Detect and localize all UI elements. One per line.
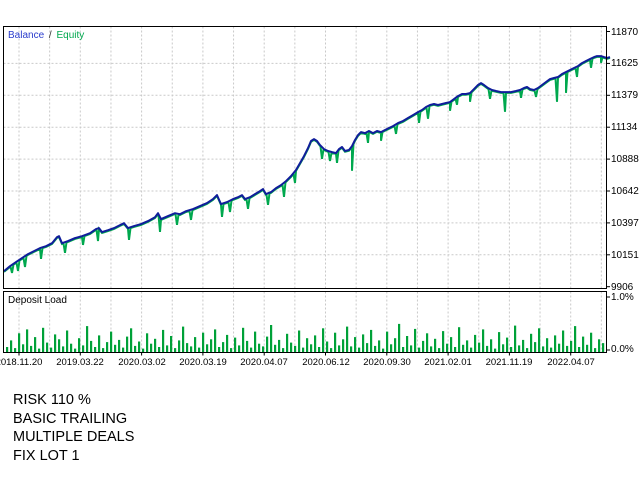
x-axis-tick-label: 2020.09.30 (363, 357, 411, 368)
legend-balance-label: Balance (8, 30, 45, 41)
legend-separator: / (48, 30, 52, 41)
x-axis-tick-label: 2019.03.22 (56, 357, 104, 368)
x-axis-tick-label: 2020.03.02 (118, 357, 166, 368)
y-axis-tick-label: 9906 (611, 282, 634, 293)
footer-line-deals: MULTIPLE DEALS (13, 429, 135, 445)
footer-line-lot: FIX LOT 1 (13, 447, 80, 464)
footer-line-trailing: BASIC TRAILING (13, 410, 128, 427)
x-axis-tick-label: 2021.11.19 (485, 357, 533, 368)
y-axis-tick-label: 10888 (611, 154, 639, 165)
y-axis-tick-label: 11870 (611, 27, 639, 38)
y-axis-tick-label: 11379 (611, 90, 639, 101)
y-axis-tick-label: 10151 (611, 250, 639, 261)
x-axis-tick-label: 2020.03.19 (179, 357, 227, 368)
x-axis-tick-label: 2020.06.12 (302, 357, 350, 368)
footer-line-risk: RISK 110 % (13, 392, 91, 408)
x-axis-tick-label: 2020.04.07 (240, 357, 288, 368)
y-axis-tick-label: 11625 (611, 58, 639, 69)
chart-legend: Balance / Equity (8, 30, 86, 41)
x-axis-tick-label: 2022.04.07 (547, 357, 595, 368)
x-axis-tick-label: 2021.02.01 (424, 357, 472, 368)
x-axis-tick-label: 2018.11.20 (0, 357, 43, 368)
deposit-load-title: Deposit Load (8, 295, 67, 306)
y-axis-tick-label: 10397 (611, 218, 639, 229)
y-axis-tick-label: 10642 (611, 186, 639, 197)
legend-equity-label: Equity (56, 30, 85, 41)
deposit-axis-min-label: 0.0% (611, 344, 634, 355)
footer-notes: RISK 110 % BASIC TRAILING MULTIPLE DEALS… (13, 391, 134, 465)
deposit-axis-max-label: 1.0% (611, 292, 634, 303)
y-axis-tick-label: 11134 (611, 122, 638, 133)
